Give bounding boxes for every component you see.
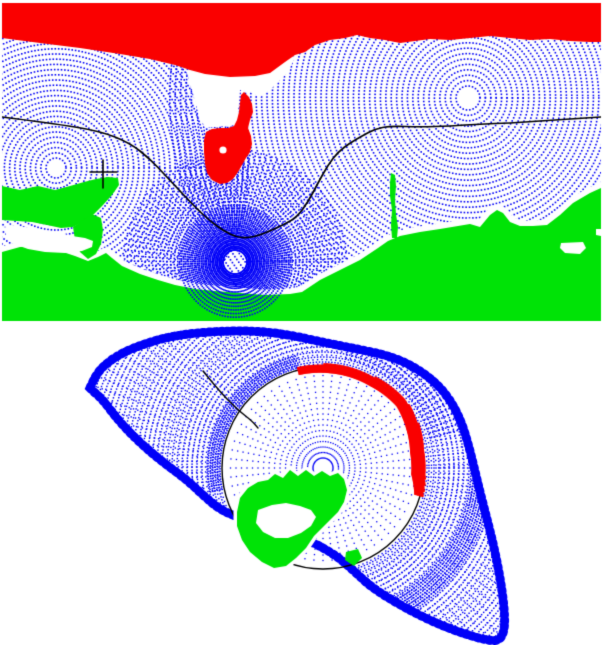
figure bbox=[0, 0, 603, 645]
dynamics-figure-canvas bbox=[0, 0, 603, 645]
